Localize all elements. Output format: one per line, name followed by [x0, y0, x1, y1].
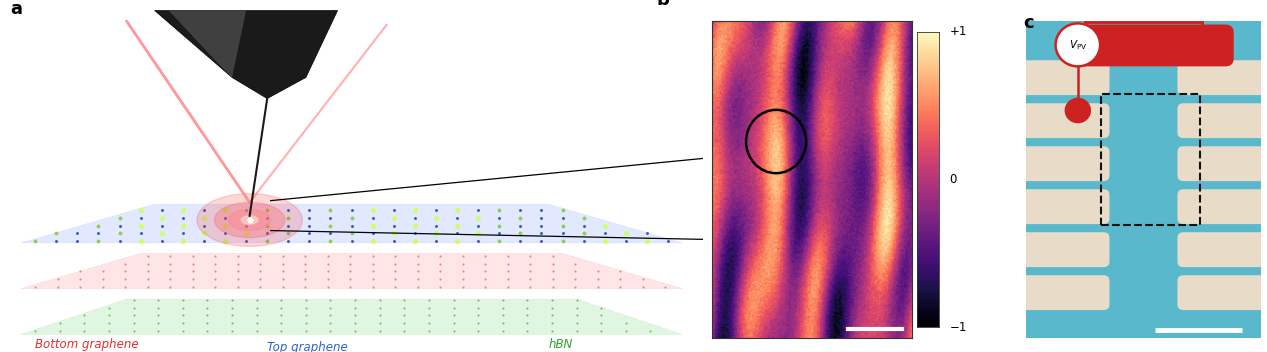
Text: Bottom graphene: Bottom graphene	[35, 338, 139, 351]
FancyBboxPatch shape	[1177, 103, 1267, 138]
Polygon shape	[155, 11, 337, 99]
Circle shape	[196, 194, 303, 246]
FancyBboxPatch shape	[1066, 25, 1234, 67]
FancyBboxPatch shape	[1009, 232, 1110, 267]
Text: 0: 0	[950, 173, 957, 186]
Text: b: b	[656, 0, 669, 9]
Text: Top graphene: Top graphene	[267, 341, 348, 352]
FancyBboxPatch shape	[1177, 189, 1267, 224]
Text: hBN: hBN	[549, 338, 573, 351]
Bar	[1101, 94, 1200, 225]
Polygon shape	[22, 299, 682, 334]
Circle shape	[228, 209, 271, 231]
Circle shape	[214, 202, 285, 238]
Text: $V_\mathrm{PV}$: $V_\mathrm{PV}$	[1068, 38, 1087, 52]
Polygon shape	[169, 11, 246, 77]
Circle shape	[1055, 23, 1100, 67]
FancyBboxPatch shape	[1177, 146, 1267, 181]
FancyBboxPatch shape	[1009, 103, 1110, 138]
Polygon shape	[22, 204, 682, 243]
FancyBboxPatch shape	[1009, 189, 1110, 224]
Text: c: c	[1022, 14, 1034, 32]
Text: −1: −1	[950, 321, 967, 334]
Circle shape	[1066, 99, 1090, 122]
FancyBboxPatch shape	[1009, 146, 1110, 181]
Text: a: a	[10, 0, 23, 18]
Text: $V_\mathrm{PV}$ (norm.): $V_\mathrm{PV}$ (norm.)	[1060, 146, 1076, 213]
Circle shape	[241, 216, 258, 224]
Polygon shape	[22, 253, 682, 289]
FancyBboxPatch shape	[1009, 275, 1110, 310]
FancyBboxPatch shape	[1177, 275, 1267, 310]
Text: +1: +1	[950, 25, 967, 38]
FancyBboxPatch shape	[1177, 60, 1267, 95]
FancyBboxPatch shape	[1177, 232, 1267, 267]
FancyBboxPatch shape	[1009, 60, 1110, 95]
